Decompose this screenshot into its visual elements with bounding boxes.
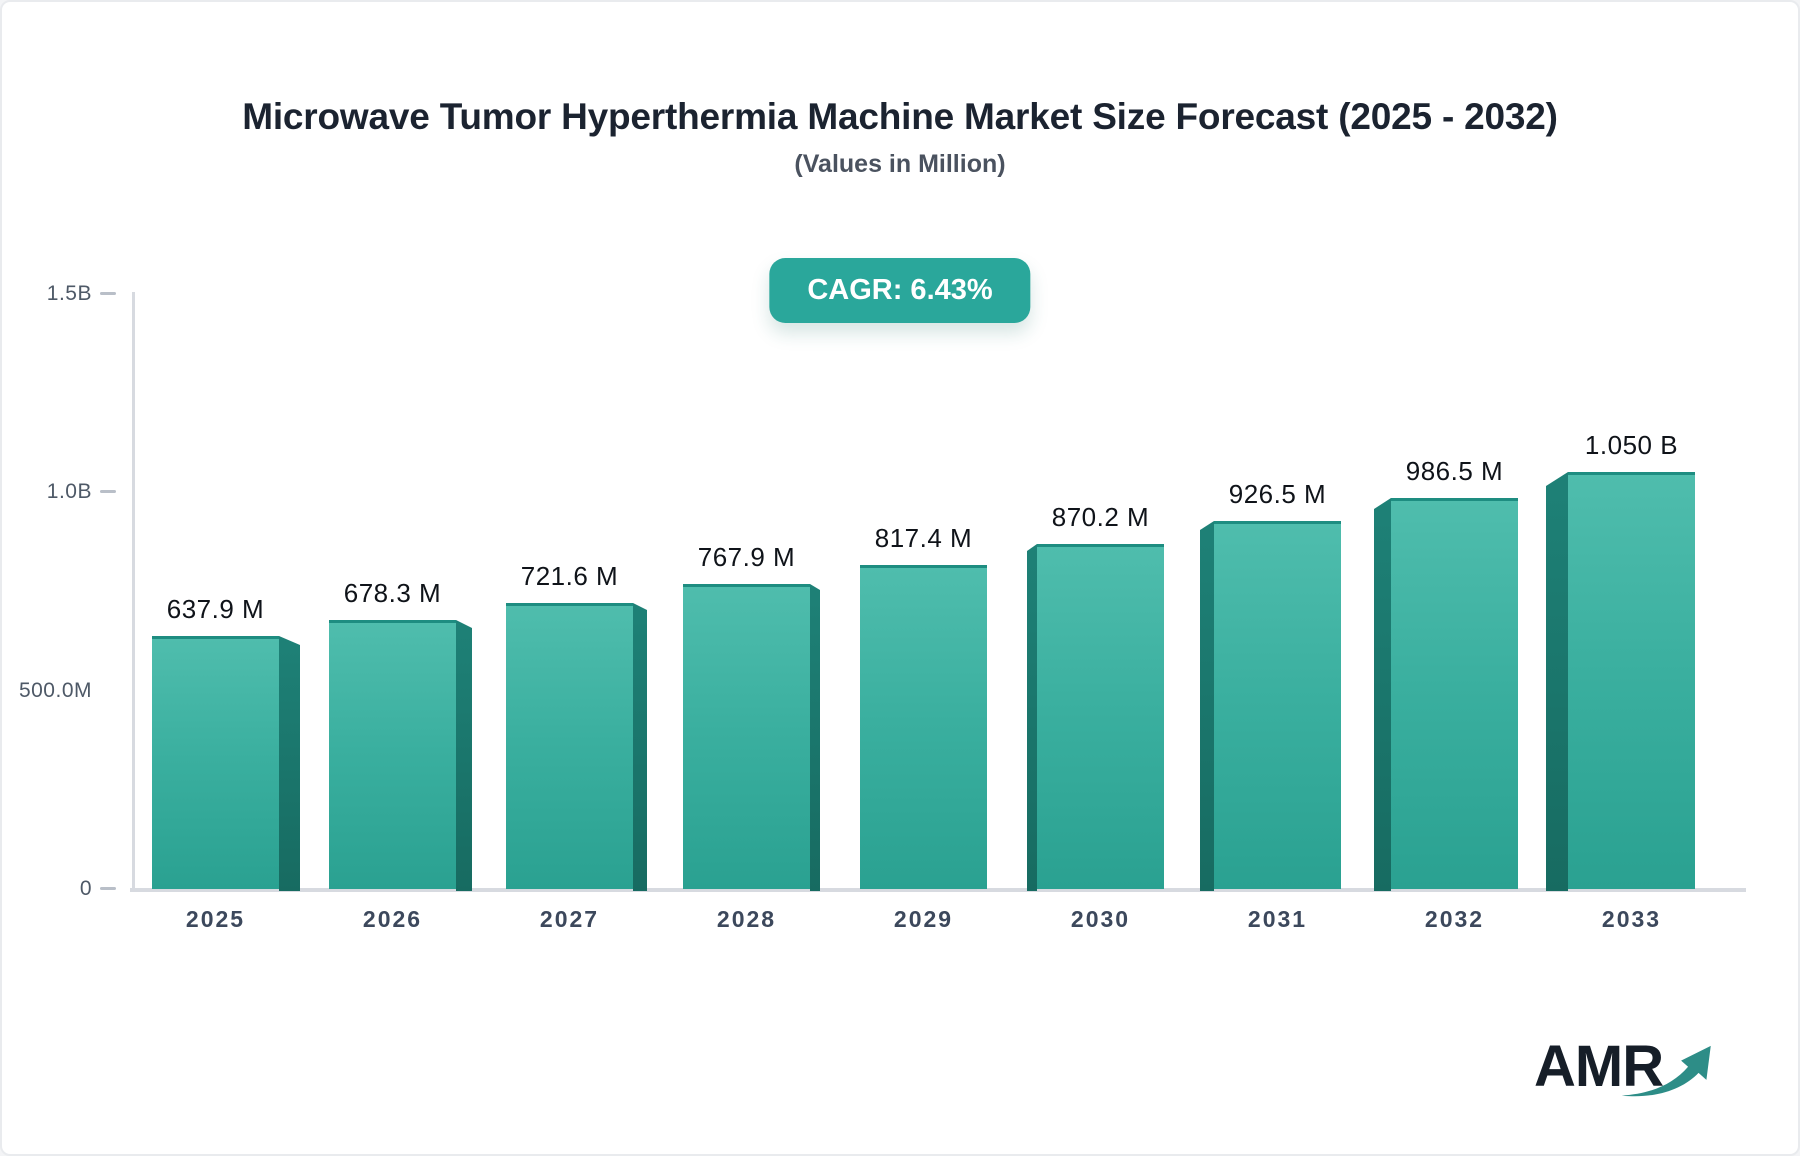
chart-title: Microwave Tumor Hyperthermia Machine Mar… [242, 96, 1558, 137]
bar-value-label: 926.5 M [1228, 479, 1327, 509]
bar-face [1391, 498, 1518, 889]
y-tick-label: 500.0M [18, 678, 92, 702]
bar-side-face [1200, 521, 1214, 891]
bar-value-label: 870.2 M [1051, 502, 1150, 532]
bar-face [1214, 521, 1341, 889]
bar-value-label: 721.6 M [520, 561, 619, 591]
growth-arrow-icon [1621, 1045, 1711, 1097]
bar-side-face [456, 620, 472, 891]
y-tick-dash [100, 292, 116, 295]
bar-value-label: 637.9 M [166, 594, 265, 624]
bar-value-label: 986.5 M [1405, 456, 1504, 486]
x-axis-label-2026: 2026 [362, 906, 423, 932]
bar-value-label: 817.4 M [874, 523, 973, 553]
y-tick-dash [100, 490, 116, 494]
bar-face [1037, 544, 1164, 889]
bar-side-face [633, 603, 647, 891]
bar-face [152, 636, 279, 889]
x-axis-label-2032: 2032 [1424, 906, 1485, 932]
bar-side-face [279, 636, 300, 891]
bar-side-face [1027, 544, 1037, 891]
bar-face [683, 584, 810, 889]
bar-face [329, 620, 456, 889]
y-axis-line [132, 292, 135, 892]
chart-header: Microwave Tumor Hyperthermia Machine Mar… [2, 2, 1798, 179]
bar-side-face [1546, 472, 1568, 891]
y-tick-label: 0 [79, 877, 92, 900]
amr-logo-text: AMR [1534, 1034, 1664, 1099]
x-axis-label-2028: 2028 [716, 906, 777, 932]
chart-subtitle: (Values in Million) [794, 150, 1006, 178]
bar-face [1568, 472, 1695, 889]
x-axis-baseline [130, 888, 1746, 892]
bar-face [506, 603, 633, 889]
bar-value-label: 1.050 B [1584, 430, 1679, 460]
cagr-badge: CAGR: 6.43% [769, 258, 1031, 323]
bar-face [860, 565, 987, 889]
x-axis-label-2031: 2031 [1247, 906, 1308, 932]
amr-logo: AMR [1534, 1034, 1744, 1124]
y-tick-label: 1.5B [46, 282, 92, 305]
x-axis-label-2030: 2030 [1070, 906, 1131, 932]
x-axis-label-2029: 2029 [893, 906, 954, 932]
bar-value-label: 678.3 M [343, 578, 442, 608]
bar-side-face [1374, 498, 1391, 891]
y-tick-label: 1.0B [46, 480, 92, 504]
x-axis-label-2033: 2033 [1601, 906, 1662, 932]
bar-side-face [810, 584, 820, 891]
y-tick-dash [100, 887, 116, 890]
x-axis-label-2027: 2027 [539, 906, 600, 932]
bar-value-label: 767.9 M [697, 542, 796, 572]
x-axis-label-2025: 2025 [185, 906, 246, 932]
